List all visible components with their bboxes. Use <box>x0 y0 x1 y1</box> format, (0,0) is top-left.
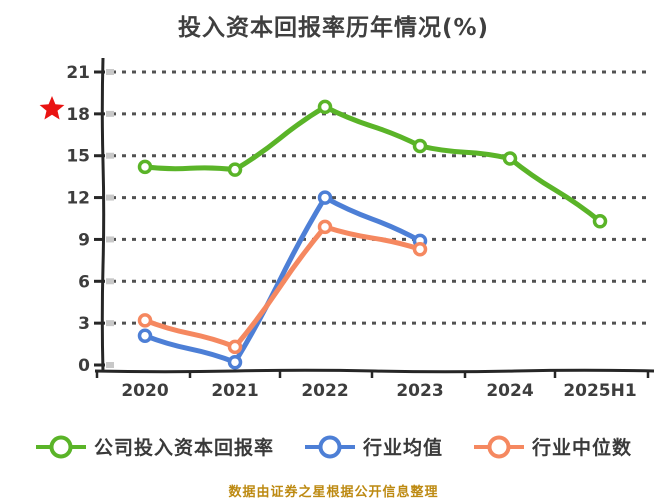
data-point-s0-4 <box>502 151 518 166</box>
data-point-s1-2 <box>317 190 333 205</box>
legend-label-industry-median: 行业中位数 <box>532 437 633 459</box>
legend-item-company-roic: 公司投入资本回报率 <box>35 433 274 460</box>
y-tick-label-0: 0 <box>78 356 90 376</box>
y-tick-grid-cap-3 <box>106 320 114 327</box>
x-tick-label-2020: 2020 <box>121 381 168 401</box>
data-point-s0-3 <box>412 138 428 154</box>
legend-marker-green <box>35 435 86 458</box>
x-tick-label-2022: 2022 <box>301 381 348 401</box>
y-tick-label-9: 9 <box>78 230 90 250</box>
y-tick-label-12: 12 <box>66 189 90 209</box>
red-star-icon <box>39 96 65 120</box>
legend: 公司投入资本回报率 行业均值 行业中位数 <box>0 433 667 460</box>
legend-marker-blue <box>304 435 355 458</box>
data-point-s2-3 <box>412 241 428 257</box>
x-tick-label-2025H1: 2025H1 <box>563 381 636 401</box>
plot-area: 0 3 6 9 12 15 18 21 2020 2021 2022 2023 2024 2025H1 <box>39 57 655 401</box>
y-tick-label-21: 21 <box>66 63 90 83</box>
y-tick-grid-cap-15 <box>106 152 114 159</box>
y-tick-grid-cap-0 <box>106 362 114 368</box>
x-tick-label-2021: 2021 <box>211 381 258 401</box>
legend-item-industry-mean: 行业均值 <box>304 433 443 460</box>
y-tick-grid-cap-18 <box>106 110 114 117</box>
data-point-s1-0 <box>137 328 153 343</box>
y-tick-label-15: 15 <box>66 147 90 167</box>
legend-label-industry-mean: 行业均值 <box>362 437 443 459</box>
x-tick-label-2023: 2023 <box>396 381 443 401</box>
data-point-s1-1 <box>227 354 243 370</box>
legend-item-industry-median: 行业中位数 <box>473 433 632 460</box>
data-point-s2-1 <box>227 339 243 355</box>
y-tick-grid-cap-6 <box>106 278 114 285</box>
legend-marker-orange <box>474 435 524 458</box>
data-point-s0-5 <box>592 214 608 229</box>
y-tick-label-3: 3 <box>78 314 90 334</box>
chart-title: 投入资本回报率历年情况(%) <box>177 15 490 41</box>
data-point-s0-2 <box>317 99 333 115</box>
series-line-2 <box>142 224 423 350</box>
y-tick-grid-cap-9 <box>106 236 114 243</box>
watermark-caption: 数据由证券之星根据公开信息整理 <box>228 485 439 500</box>
y-tick-label-18: 18 <box>66 105 90 125</box>
series-line-1 <box>142 195 423 365</box>
data-point-s0-1 <box>227 162 243 177</box>
legend-label-company-roic: 公司投入资本回报率 <box>93 437 274 459</box>
x-tick-label-2024: 2024 <box>486 381 533 401</box>
y-tick-label-6: 6 <box>78 272 90 292</box>
data-point-s2-2 <box>317 219 333 235</box>
y-axis-line <box>100 57 106 373</box>
y-tick-grid-cap-21 <box>106 69 114 76</box>
y-tick-grid-cap-12 <box>106 194 114 201</box>
data-point-s0-0 <box>137 159 153 175</box>
data-point-s2-0 <box>137 313 153 328</box>
series-line-0 <box>142 104 603 224</box>
x-axis-line <box>94 368 655 374</box>
